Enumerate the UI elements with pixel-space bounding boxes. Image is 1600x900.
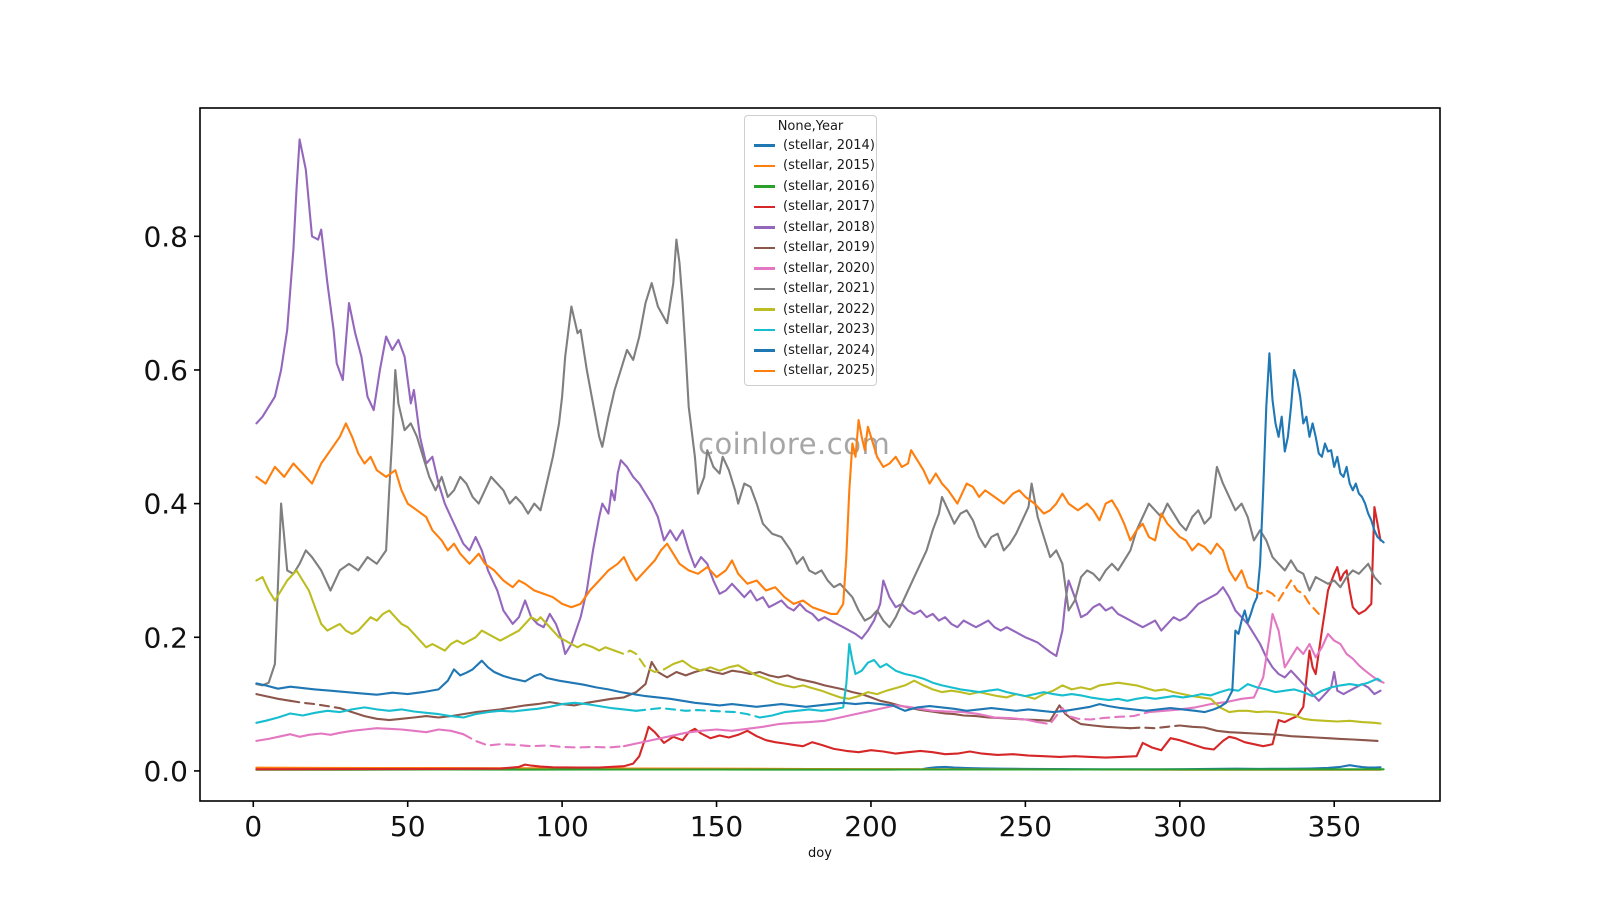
legend-item-2017: (stellar, 2017) — [745, 197, 876, 218]
legend-line-sample — [754, 205, 775, 208]
series-line-2020 — [1036, 707, 1150, 726]
series-line-2019 — [289, 699, 341, 710]
series-line-2017 — [255, 505, 1382, 771]
legend-item-2016: (stellar, 2016) — [745, 176, 876, 197]
series-line-2020 — [255, 727, 465, 742]
x-tick-label: 150 — [690, 810, 743, 843]
series-line-2025 — [1252, 579, 1320, 615]
legend-title: None,Year — [777, 119, 844, 134]
legend-item-2021: (stellar, 2021) — [745, 279, 876, 300]
series-line-2021 — [255, 238, 1382, 687]
y-tick-label: 0.0 — [143, 755, 188, 788]
legend-line-sample — [754, 226, 775, 229]
y-tick-label: 0.6 — [143, 354, 188, 387]
x-tick-label: 200 — [844, 810, 897, 843]
legend-item-2022: (stellar, 2022) — [745, 299, 876, 320]
x-tick-label: 50 — [390, 810, 426, 843]
series-line-2023 — [255, 701, 638, 724]
plot-area — [255, 138, 1385, 771]
legend-item-label: (stellar, 2018) — [783, 219, 875, 235]
legend-line-sample — [754, 349, 775, 352]
legend-item-label: (stellar, 2020) — [783, 260, 875, 276]
y-tick-label: 0.8 — [143, 220, 188, 253]
x-tick-label: 100 — [535, 810, 588, 843]
y-tick-label: 0.4 — [143, 488, 188, 521]
x-tick-label: 350 — [1307, 810, 1360, 843]
legend-line-sample — [754, 144, 775, 147]
series-line-2024 — [255, 352, 1385, 714]
series-line-2019 — [255, 693, 292, 702]
legend-item-2019: (stellar, 2019) — [745, 238, 876, 259]
legend-line-sample — [754, 328, 775, 331]
series-line-2023 — [635, 707, 761, 719]
legend-line-sample — [754, 308, 775, 311]
series-line-2019 — [1129, 724, 1181, 730]
axis-ticks — [194, 235, 1336, 807]
y-tick-label: 0.2 — [143, 621, 188, 654]
legend-line-sample — [754, 287, 775, 290]
x-tick-label: 300 — [1153, 810, 1206, 843]
legend-line-sample — [754, 164, 775, 167]
x-tick-label: 250 — [999, 810, 1052, 843]
series-line-2020 — [1147, 612, 1385, 714]
legend-item-label: (stellar, 2014) — [783, 137, 875, 153]
legend-item-label: (stellar, 2019) — [783, 240, 875, 256]
legend-item-label: (stellar, 2015) — [783, 158, 875, 174]
legend-item-label: (stellar, 2022) — [783, 301, 875, 317]
legend-item-label: (stellar, 2016) — [783, 178, 875, 194]
legend-line-sample — [754, 185, 775, 188]
series-line-2020 — [462, 733, 625, 749]
legend-item-2015: (stellar, 2015) — [745, 156, 876, 177]
legend-line-sample — [754, 369, 775, 372]
legend-rows: (stellar, 2014) (stellar, 2015) (stellar, … — [745, 135, 876, 381]
legend-item-label: (stellar, 2023) — [783, 322, 875, 338]
legend-line-sample — [754, 246, 775, 249]
legend: None,Year (stellar, 2014) (stellar, 2015)… — [744, 115, 877, 386]
series-line-2020 — [622, 704, 1039, 748]
legend-item-label: (stellar, 2017) — [783, 199, 875, 215]
legend-item-2018: (stellar, 2018) — [745, 217, 876, 238]
legend-item-label: (stellar, 2025) — [783, 363, 875, 379]
series-line-2025 — [255, 419, 1255, 615]
legend-line-sample — [754, 267, 775, 270]
legend-item-2023: (stellar, 2023) — [745, 320, 876, 341]
axis-tick-labels: 0 50 100 150 200 250 300 350 0.0 0.2 0.4 0.6 0.8 — [143, 220, 1360, 843]
series-line-2022 — [255, 569, 616, 652]
legend-item-label: (stellar, 2024) — [783, 342, 875, 358]
x-tick-label: 0 — [244, 810, 262, 843]
axes-frame — [199, 107, 1441, 802]
legend-item-2024: (stellar, 2024) — [745, 340, 876, 361]
series-line-2018 — [255, 138, 1382, 702]
series-line-2019 — [1178, 724, 1379, 742]
series-line-2022 — [613, 649, 666, 674]
legend-item-2020: (stellar, 2020) — [745, 258, 876, 279]
legend-item-2025: (stellar, 2025) — [745, 361, 876, 382]
legend-item-2014: (stellar, 2014) — [745, 135, 876, 156]
legend-item-label: (stellar, 2021) — [783, 281, 875, 297]
series-line-2023 — [758, 642, 1382, 719]
x-axis-label: doy — [808, 846, 832, 861]
